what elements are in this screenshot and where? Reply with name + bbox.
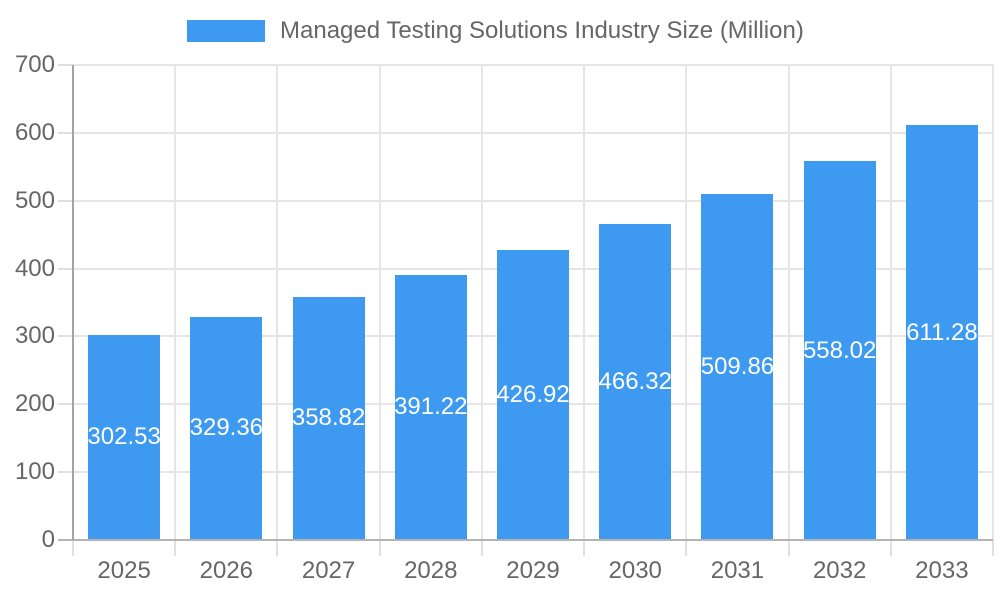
gridline-vertical	[685, 65, 688, 540]
bar-2029[interactable]	[497, 250, 569, 540]
x-axis-tick	[685, 540, 688, 556]
x-axis-tick-label: 2029	[506, 557, 560, 584]
gridline-vertical	[583, 65, 586, 540]
gridline-horizontal	[73, 64, 993, 66]
x-axis-tick	[174, 540, 177, 556]
y-axis-tick-label: 700	[14, 51, 55, 78]
bar-2031[interactable]	[701, 194, 774, 540]
x-axis-tick	[889, 540, 892, 556]
y-axis-tick-label: 200	[14, 390, 55, 418]
y-axis-tick	[58, 199, 73, 202]
y-axis-tick	[58, 335, 73, 338]
y-axis-tick-label: 400	[14, 254, 55, 282]
bar-value-label: 329.36	[189, 414, 264, 442]
bar-2025[interactable]	[88, 334, 161, 540]
bar-2028[interactable]	[394, 274, 467, 540]
gridline-vertical	[480, 65, 483, 540]
y-axis-tick	[58, 403, 73, 406]
bar-2026[interactable]	[190, 316, 263, 540]
y-axis-tick	[58, 131, 73, 134]
bar-value-label: 558.02	[802, 336, 877, 364]
gridline-horizontal	[73, 199, 993, 202]
x-axis-line	[58, 539, 993, 541]
bar-2030[interactable]	[599, 223, 672, 540]
legend-title: Managed Testing Solutions Industry Size …	[280, 17, 804, 44]
bar-value-label: 391.22	[394, 393, 468, 421]
bar-value-label: 509.86	[700, 353, 775, 380]
x-axis-tick	[72, 540, 74, 556]
x-axis-tick	[992, 540, 994, 556]
y-axis-tick	[58, 471, 73, 474]
bar-value-label: 358.82	[291, 404, 366, 432]
bar-value-label: 611.28	[906, 318, 978, 346]
bar-2032[interactable]	[803, 161, 876, 540]
gridline-vertical	[276, 65, 279, 540]
y-axis-tick-label: 100	[14, 458, 55, 486]
x-axis-tick	[378, 540, 381, 556]
y-axis-line	[72, 65, 74, 540]
bar-value-label: 466.32	[598, 367, 672, 395]
x-axis-tick-label: 2032	[812, 557, 867, 584]
y-axis-tick	[58, 267, 73, 270]
y-axis-tick-label: 0	[41, 526, 55, 553]
x-axis-tick-label: 2027	[301, 557, 356, 584]
y-axis-tick	[58, 64, 73, 66]
y-axis-tick-label: 600	[14, 118, 55, 146]
gridline-horizontal	[73, 131, 993, 134]
x-axis-tick	[480, 540, 483, 556]
gridline-vertical	[174, 65, 177, 540]
legend-swatch	[187, 20, 265, 42]
x-axis-tick-label: 2026	[199, 557, 254, 584]
x-axis-tick-label: 2025	[97, 557, 151, 584]
x-axis-tick	[787, 540, 790, 556]
gridline-vertical	[378, 65, 381, 540]
gridline-vertical	[992, 65, 994, 540]
bar-value-label: 302.53	[87, 423, 161, 451]
bar-value-label: 426.92	[496, 381, 570, 409]
gridline-vertical	[889, 65, 892, 540]
x-axis-tick-label: 2030	[608, 557, 662, 584]
bar-2027[interactable]	[292, 296, 365, 540]
y-axis-tick-label: 300	[14, 322, 55, 350]
x-axis-tick	[583, 540, 586, 556]
x-axis-tick-label: 2031	[710, 557, 765, 584]
bar-2033[interactable]	[905, 125, 978, 540]
chart-legend[interactable]: Managed Testing Solutions Industry Size …	[187, 17, 804, 44]
x-axis-tick	[276, 540, 279, 556]
gridline-vertical	[787, 65, 790, 540]
x-axis-tick-label: 2028	[404, 557, 458, 584]
x-axis-tick-label: 2033	[915, 557, 969, 584]
y-axis-tick-label: 500	[14, 186, 55, 214]
